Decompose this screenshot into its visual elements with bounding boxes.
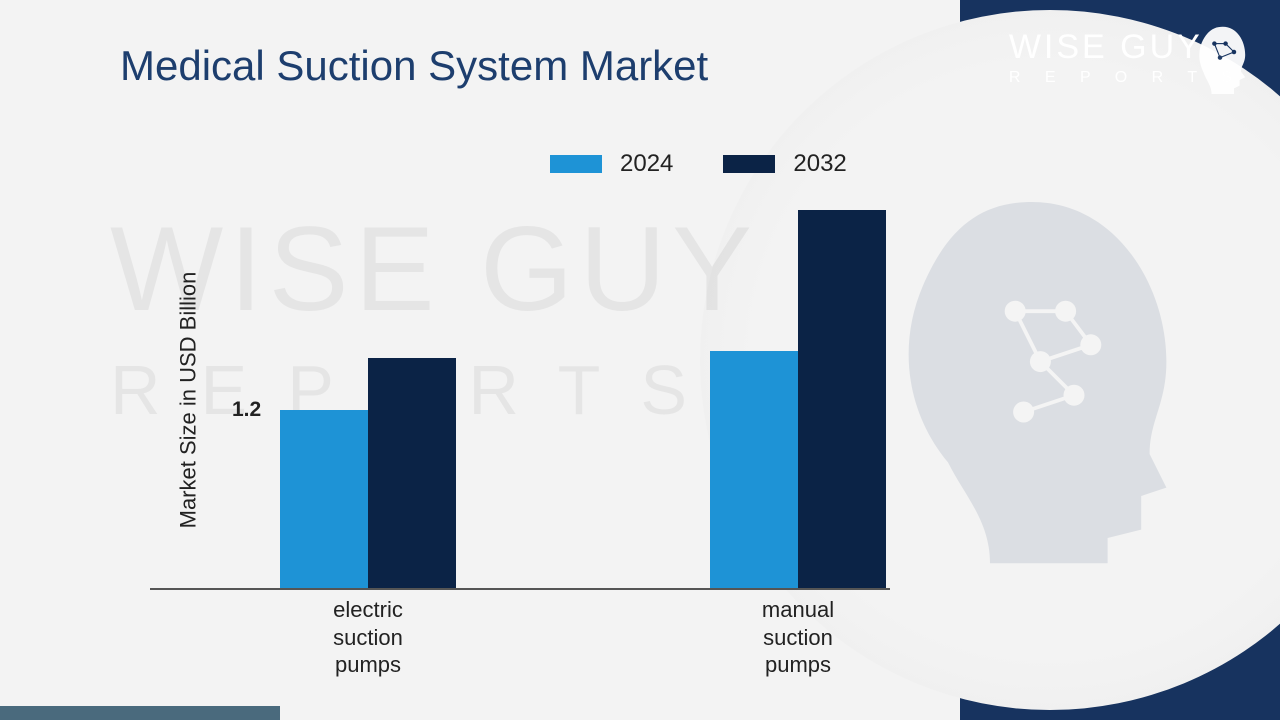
- bar-group-manual: manualsuctionpumps: [710, 210, 886, 588]
- legend-label-2024: 2024: [620, 150, 673, 178]
- bar-group-electric: 1.2 electricsuctionpumps: [280, 358, 456, 588]
- category-label-manual: manualsuctionpumps: [698, 596, 898, 679]
- bar-manual-2032: [798, 210, 886, 588]
- chart-title: Medical Suction System Market: [120, 42, 708, 90]
- brand-logo: WISE GUY R E P O R T S: [1009, 28, 1242, 87]
- legend: 2024 2032: [550, 150, 847, 178]
- brand-head-icon: [1192, 24, 1248, 96]
- x-axis: [150, 588, 890, 590]
- legend-swatch-2024: [550, 155, 602, 173]
- category-label-electric: electricsuctionpumps: [268, 596, 468, 679]
- bar-electric-2024: [280, 410, 368, 588]
- legend-item-2024: 2024: [550, 150, 673, 178]
- bar-value-label: 1.2: [232, 398, 261, 422]
- chart-area: Market Size in USD Billion 2024 2032 1.2…: [90, 150, 910, 650]
- bar-manual-2024: [710, 351, 798, 588]
- legend-item-2032: 2032: [723, 150, 846, 178]
- bottom-accent-bar: [0, 706, 280, 720]
- plot-area: 1.2 electricsuctionpumps manualsuctionpu…: [150, 190, 890, 590]
- bar-electric-2032: [368, 358, 456, 588]
- legend-label-2032: 2032: [793, 150, 846, 178]
- legend-swatch-2032: [723, 155, 775, 173]
